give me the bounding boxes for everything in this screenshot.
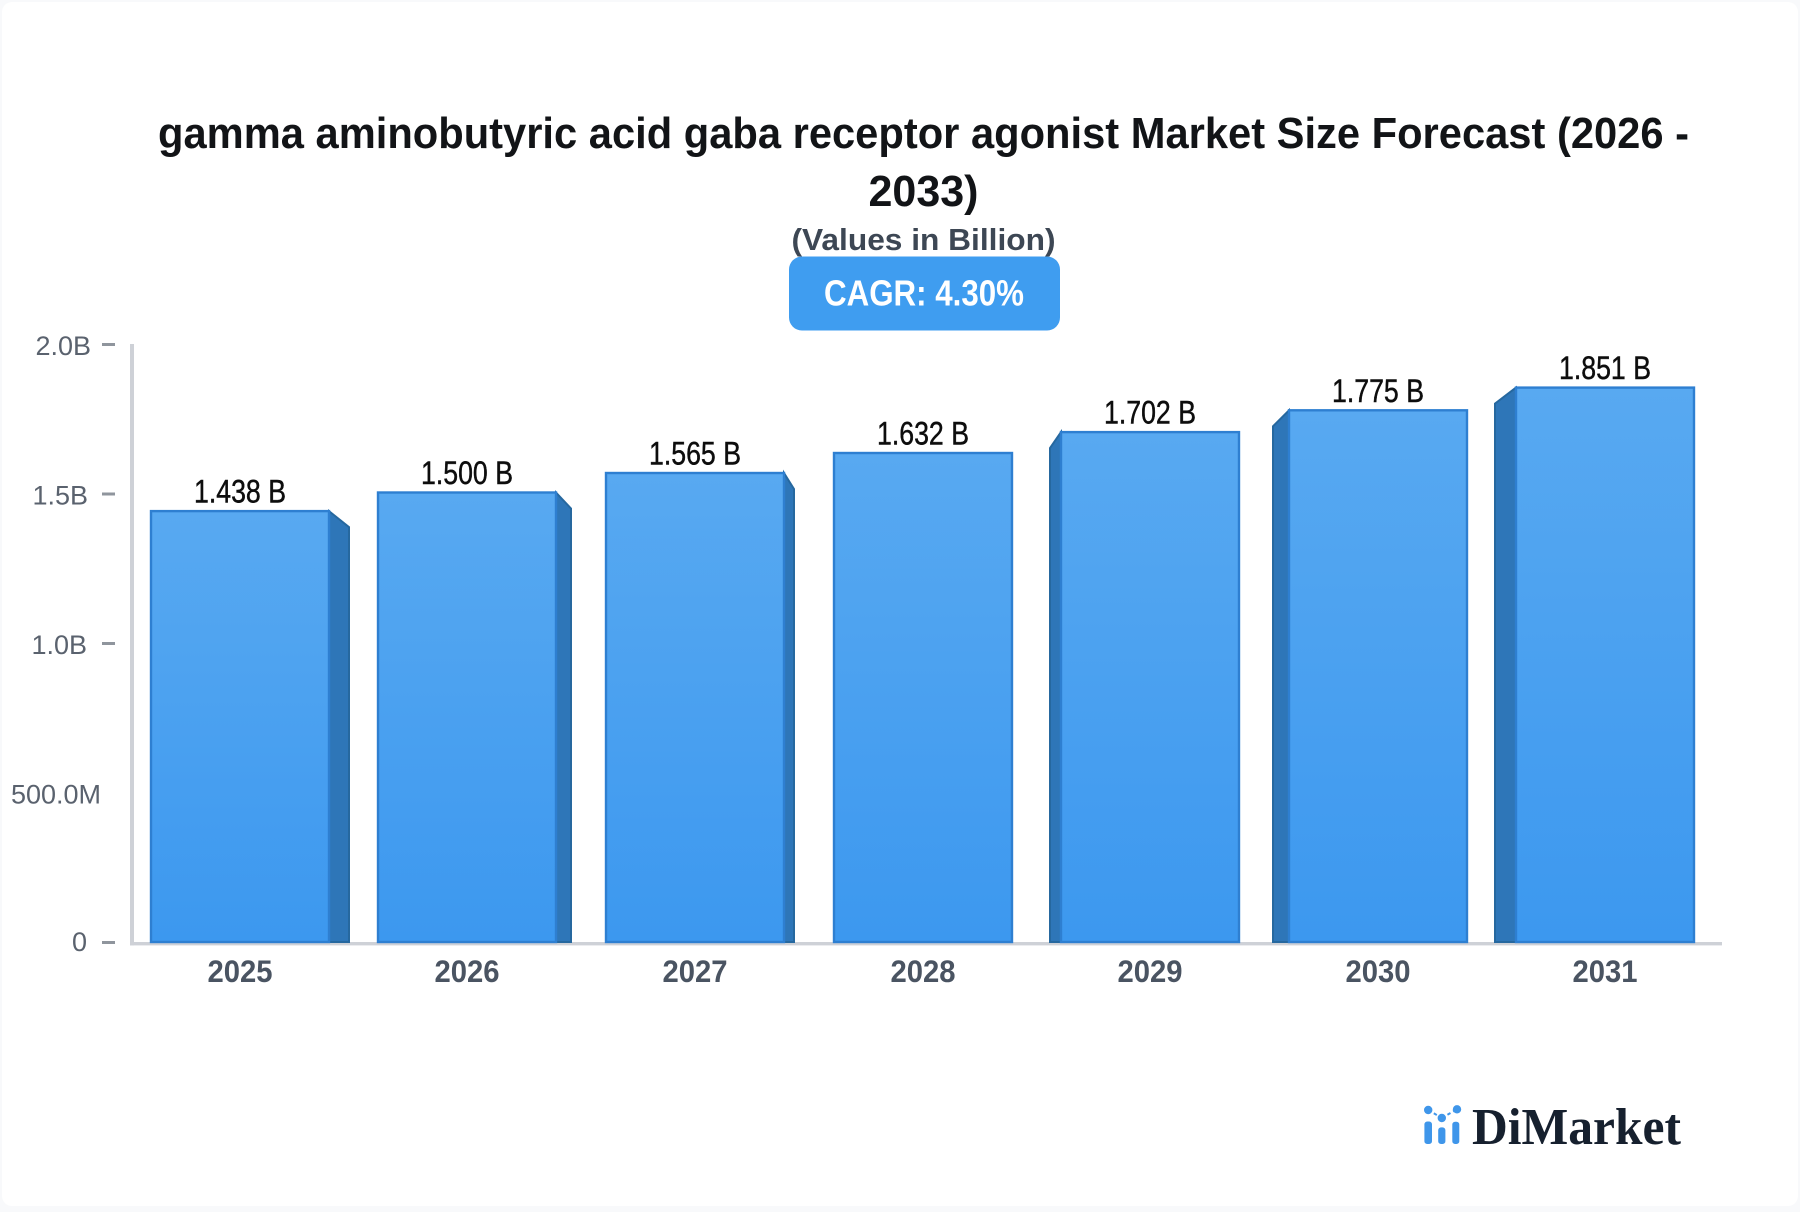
svg-text:2026: 2026 (435, 953, 500, 989)
svg-text:1.702 B: 1.702 B (1104, 395, 1196, 431)
svg-text:CAGR: 4.30%: CAGR: 4.30% (824, 273, 1024, 314)
svg-text:1.775 B: 1.775 B (1332, 373, 1424, 409)
svg-text:2025: 2025 (208, 953, 273, 989)
svg-text:2029: 2029 (1118, 953, 1183, 989)
svg-text:(Values in Billion): (Values in Billion) (792, 222, 1056, 257)
svg-text:2030: 2030 (1346, 953, 1411, 989)
svg-text:2027: 2027 (663, 953, 728, 989)
svg-text:1.5B: 1.5B (32, 481, 88, 511)
svg-text:1.438 B: 1.438 B (194, 474, 286, 510)
svg-text:1.500 B: 1.500 B (421, 455, 513, 491)
svg-text:1.632 B: 1.632 B (877, 416, 969, 452)
svg-text:500.0M: 500.0M (11, 780, 101, 810)
svg-text:2.0B: 2.0B (35, 331, 91, 361)
svg-text:2031: 2031 (1573, 953, 1638, 989)
svg-text:1.0B: 1.0B (31, 630, 87, 660)
svg-text:gamma aminobutyric acid gaba r: gamma aminobutyric acid gaba receptor ag… (158, 110, 1689, 158)
svg-text:2028: 2028 (891, 953, 956, 989)
svg-text:DiMarket: DiMarket (1472, 1099, 1682, 1156)
svg-text:0: 0 (72, 927, 87, 957)
svg-text:1.565 B: 1.565 B (649, 436, 741, 472)
svg-text:2033): 2033) (869, 168, 979, 216)
svg-text:1.851 B: 1.851 B (1559, 350, 1651, 386)
